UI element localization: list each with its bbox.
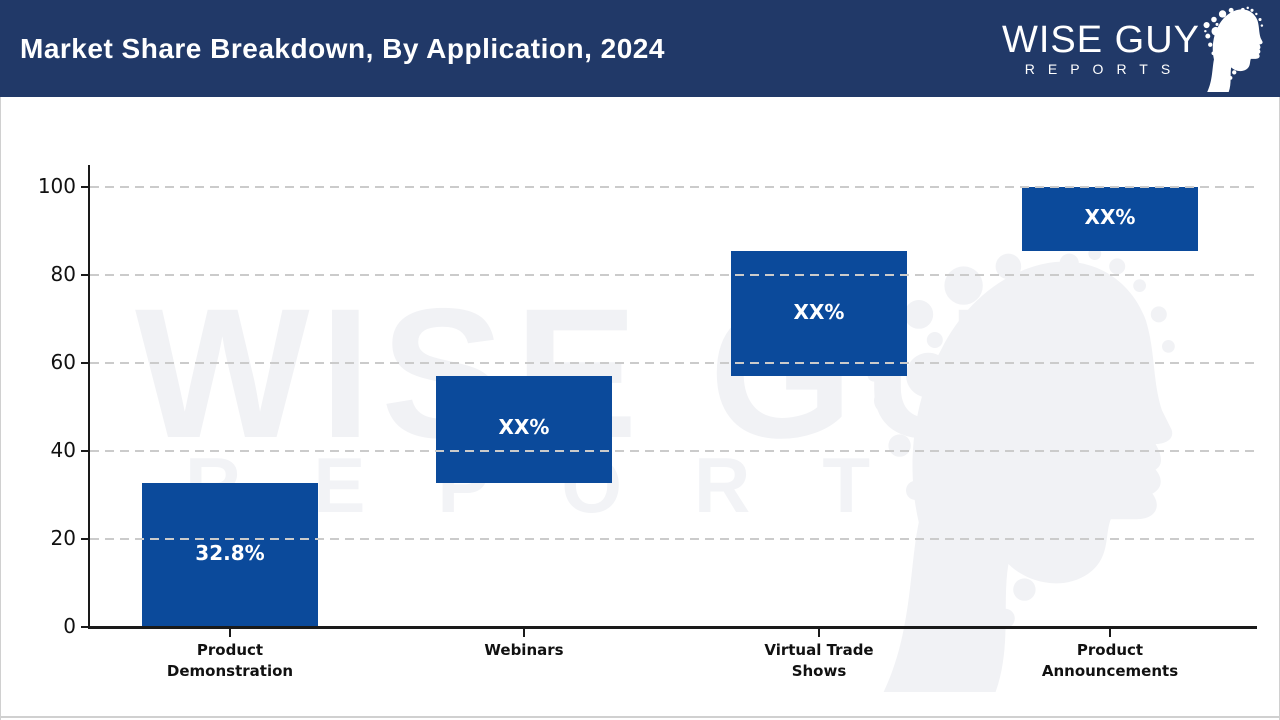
bar-value-label: XX% (793, 299, 845, 324)
x-axis-tick (229, 629, 231, 637)
gridline (90, 274, 1257, 276)
y-axis-tick-label: 60 (50, 350, 76, 374)
bar (436, 376, 612, 483)
y-axis-tick (81, 362, 89, 364)
logo-text: WISE GUY REPORTS (1002, 21, 1200, 77)
y-axis-tick (81, 186, 89, 188)
x-axis-tick (523, 629, 525, 637)
y-axis-tick (81, 626, 89, 628)
x-axis-category-label: Product Announcements (1041, 641, 1179, 680)
y-axis-tick-label: 80 (50, 262, 76, 286)
gridline (90, 538, 1257, 540)
bar (1022, 187, 1198, 251)
page-title: Market Share Breakdown, By Application, … (20, 32, 665, 64)
header: Market Share Breakdown, By Application, … (0, 0, 1280, 97)
bar-value-label: XX% (498, 415, 550, 440)
bar-value-label: XX% (1084, 204, 1136, 229)
x-axis-line (88, 626, 1257, 629)
bar (142, 482, 318, 627)
logo-face-icon (1203, 6, 1264, 92)
y-axis-tick (81, 450, 89, 452)
gridline (90, 450, 1257, 452)
y-axis-tick (81, 274, 89, 276)
x-axis-tick (818, 629, 820, 637)
x-axis-category-label: Webinars (484, 641, 564, 659)
y-axis-tick-label: 0 (63, 614, 76, 638)
page-border-bottom (0, 716, 1280, 718)
y-axis-tick-label: 100 (37, 174, 76, 198)
watermark-face-icon (864, 247, 1175, 692)
logo: WISE GUY REPORTS (1002, 0, 1270, 97)
page-border-left (0, 97, 1, 720)
x-axis-category-label: Virtual Trade Shows (764, 641, 874, 680)
y-axis-tick-label: 40 (50, 438, 76, 462)
bar-value-label: 32.8% (195, 540, 265, 565)
y-axis-tick (81, 538, 89, 540)
gridline (90, 362, 1257, 364)
logo-wordmark: WISE GUY (1001, 18, 1200, 61)
logo-subtitle: REPORTS (1024, 60, 1184, 77)
x-axis-category-label: Product Demonstration (166, 641, 294, 680)
gridline (90, 186, 1257, 188)
y-axis-tick-label: 20 (50, 526, 76, 550)
x-axis-tick (1109, 629, 1111, 637)
bar (731, 250, 907, 377)
y-axis-line (88, 165, 90, 629)
